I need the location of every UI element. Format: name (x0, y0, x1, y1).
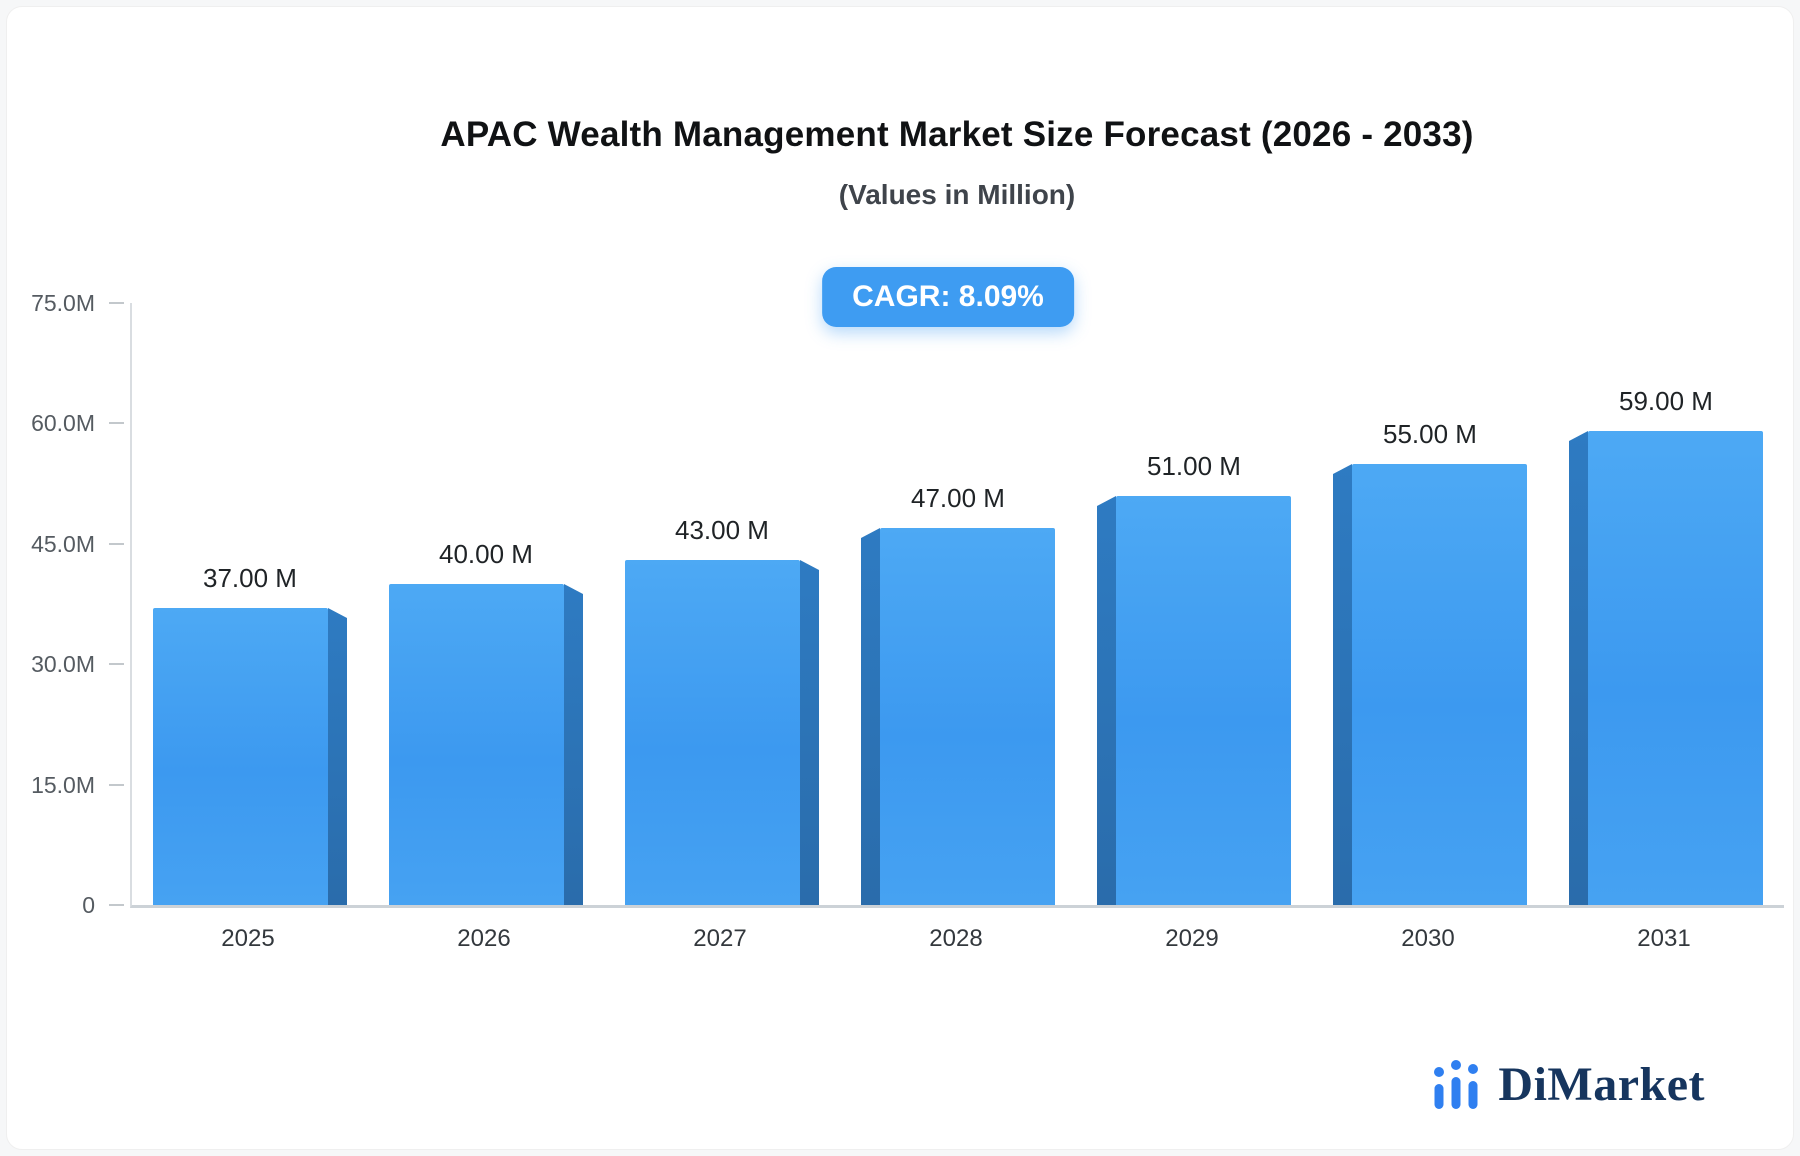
y-axis-label: 15.0M (31, 771, 95, 798)
y-tick-mark (109, 542, 124, 545)
bar-face (389, 584, 564, 905)
x-axis-label: 2027 (693, 925, 747, 952)
bar-face (1116, 496, 1291, 905)
bar-side (328, 608, 347, 905)
x-axis-label: 2030 (1401, 925, 1455, 952)
bar-value-label: 59.00 M (1619, 386, 1713, 416)
bar-face (1352, 464, 1527, 905)
plot-area: 37.00 M 40.00 M 43.00 M 47.00 M 51.00 M 55.00… (130, 303, 1784, 908)
y-tick-mark (109, 783, 124, 786)
bar-chart-dots-icon (1430, 1059, 1486, 1111)
bar (1569, 431, 1763, 905)
bar-face (625, 560, 800, 905)
x-axis-label: 2026 (457, 925, 511, 952)
bar-face (153, 608, 328, 905)
cagr-badge: CAGR: 8.09% (822, 267, 1074, 327)
chart-title: APAC Wealth Management Market Size Forec… (440, 115, 1474, 154)
x-axis: 2025 2026 2027 2028 2029 2030 2031 (130, 913, 1784, 961)
bar (625, 560, 819, 905)
y-axis-label: 75.0M (31, 290, 95, 316)
bar (1097, 496, 1291, 905)
bar-face (1588, 431, 1763, 905)
bar-side (564, 584, 583, 905)
chart-card: APAC Wealth Management Market Size Forec… (6, 6, 1794, 1150)
bar-face (880, 528, 1055, 905)
chart-subtitle: (Values in Million) (838, 179, 1076, 210)
bar (153, 608, 347, 905)
bar (389, 584, 583, 905)
x-axis-label: 2029 (1165, 925, 1219, 952)
y-axis-label: 0 (82, 892, 95, 918)
y-axis-label: 30.0M (31, 651, 95, 678)
x-axis-label: 2031 (1637, 925, 1691, 952)
bar-side (1097, 496, 1116, 905)
y-axis-label: 60.0M (31, 410, 95, 437)
bar-value-label: 51.00 M (1147, 451, 1241, 481)
bar-value-label: 40.00 M (439, 539, 533, 569)
y-tick-mark (109, 302, 124, 304)
bar (861, 528, 1055, 905)
bar (1333, 464, 1527, 905)
bar-value-label: 37.00 M (203, 563, 297, 593)
bar-value-label: 43.00 M (675, 515, 769, 545)
x-axis-label: 2025 (221, 925, 275, 952)
x-axis-label: 2028 (929, 925, 983, 952)
y-tick-mark (109, 904, 124, 906)
logo: DiMarket (1430, 1057, 1705, 1112)
y-axis: 0 15.0M 30.0M 45.0M 60.0M 75.0M (7, 290, 127, 918)
bar-value-label: 47.00 M (911, 483, 1005, 513)
y-tick-mark (109, 663, 124, 666)
bar-side (861, 528, 880, 905)
logo-text: DiMarket (1498, 1058, 1705, 1111)
y-tick-mark (109, 422, 124, 425)
y-axis-label: 45.0M (31, 530, 95, 557)
bar-side (1569, 431, 1588, 905)
bar-side (1333, 464, 1352, 905)
bar-value-label: 55.00 M (1383, 419, 1477, 449)
bar-side (800, 560, 819, 905)
